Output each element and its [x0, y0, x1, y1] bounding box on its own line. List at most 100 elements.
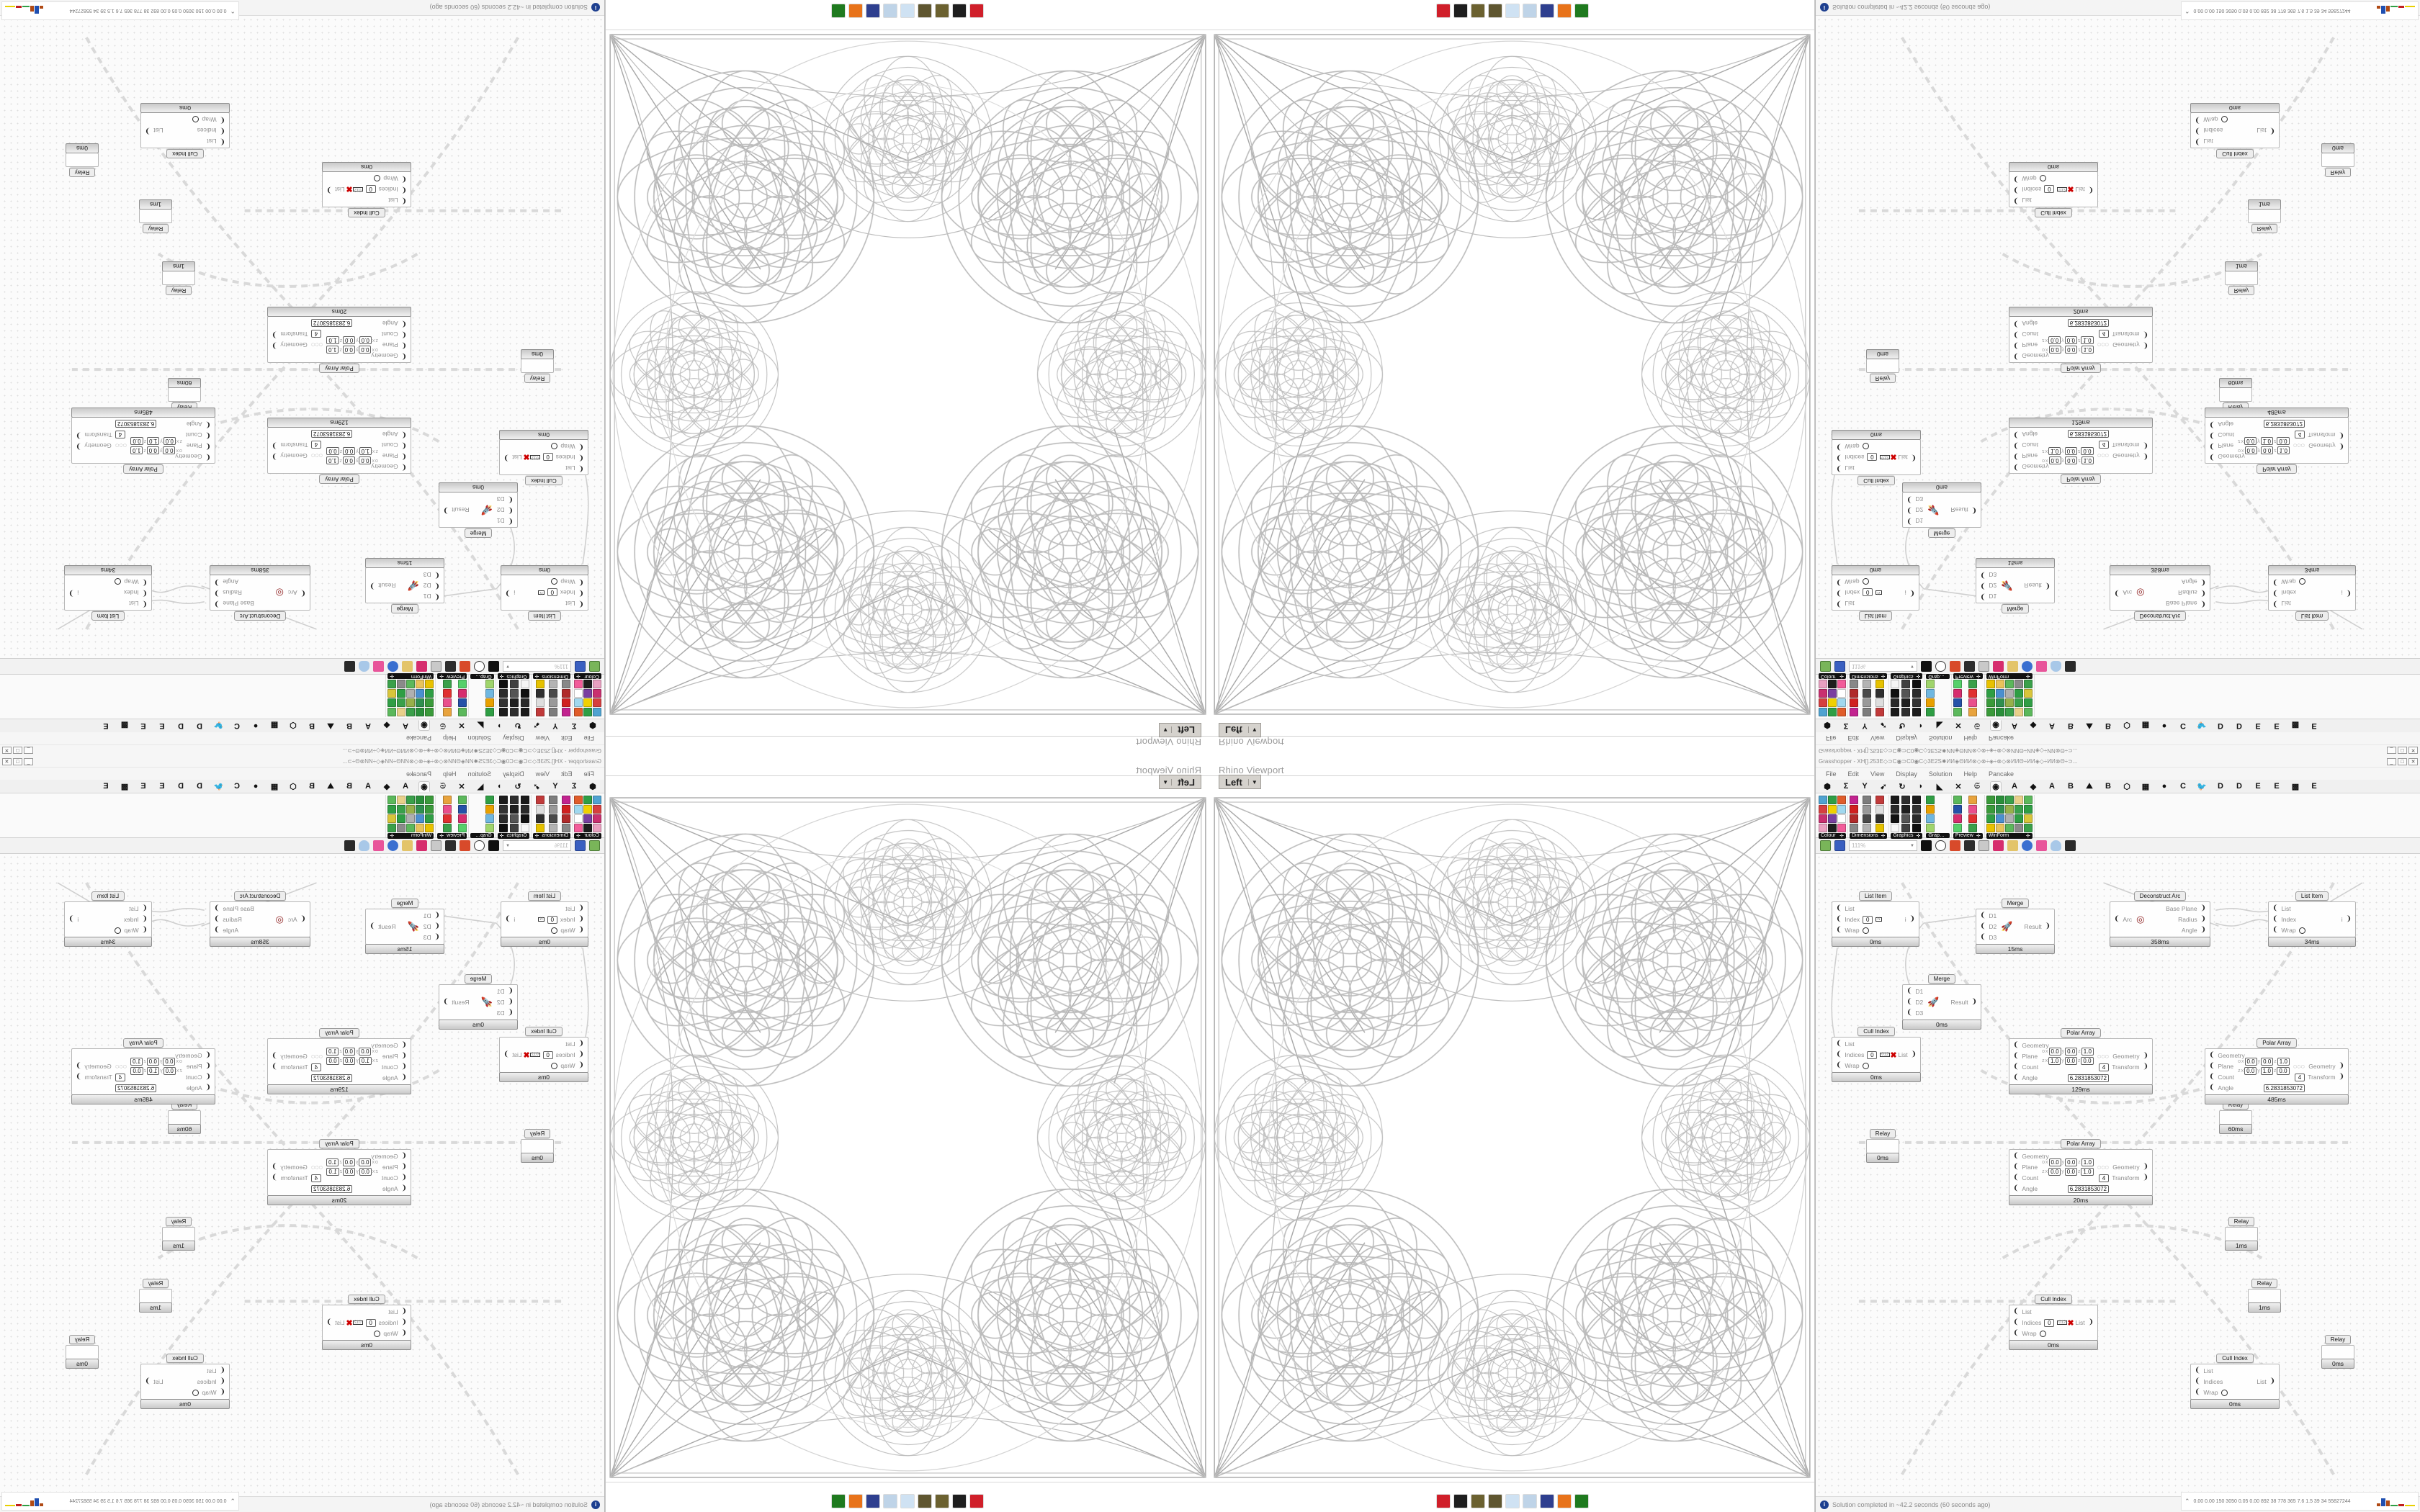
input-port-row[interactable]: ❨ List — [1836, 1040, 1897, 1048]
component-body[interactable]: ❨ List ❨ Index ❨ Wrap i ❩ — [64, 575, 152, 611]
zoom-level-input[interactable]: 111% ▼ — [1849, 661, 1917, 672]
input-port-row[interactable]: ❨ Count 4 — [311, 330, 407, 338]
search-icon[interactable] — [387, 661, 398, 672]
component-icon-1-5[interactable] — [1862, 698, 1871, 707]
input-port-row[interactable]: ❨ Wrap — [346, 1329, 407, 1338]
port-connector-icon[interactable]: ❨ — [2013, 1052, 2020, 1060]
input-port-row[interactable]: ❨ Arc — [288, 588, 306, 597]
component-icon-1-1[interactable] — [1850, 698, 1858, 707]
component-icon-4-3[interactable] — [458, 680, 467, 688]
viewport-name-combo[interactable]: Left ▼ — [1214, 721, 1261, 739]
component-icon-1-3[interactable] — [1850, 824, 1858, 832]
port-connector-icon[interactable]: ❨ — [400, 1174, 407, 1182]
component-icon-3-3[interactable] — [485, 824, 494, 832]
ribbon-group-label[interactable]: Colour ✛ — [574, 833, 601, 839]
component-icon-2-8[interactable] — [1912, 796, 1922, 804]
port-connector-icon[interactable]: ❩ — [2269, 1377, 2275, 1385]
component-timer-badge[interactable]: 60ms — [2219, 378, 2252, 388]
component-name-label[interactable]: List Item — [527, 611, 562, 621]
component-name-label[interactable]: Cull Index — [1857, 1027, 1895, 1036]
component-icon-0-2[interactable] — [593, 814, 601, 823]
input-port-row[interactable]: ❨ List — [523, 464, 584, 472]
surface-tab[interactable]: ◗ — [493, 721, 505, 732]
component-icon-3-1[interactable] — [485, 805, 494, 814]
component-icon-5-14[interactable] — [2014, 689, 2023, 698]
component-icon-5-11[interactable] — [406, 680, 416, 688]
ribbon-group-expand-icon[interactable]: ✛ — [534, 673, 539, 678]
gh-component-relay[interactable]: Relay 0ms — [521, 349, 554, 386]
component-icon-4-0[interactable] — [1953, 708, 1962, 716]
sets-tab[interactable]: Y — [550, 781, 561, 792]
port-connector-icon[interactable]: ❩ — [2142, 330, 2148, 338]
c-tab[interactable]: C — [2177, 781, 2189, 792]
port-connector-icon[interactable]: ❨ — [400, 352, 407, 360]
wrap-toggle-icon[interactable] — [192, 116, 200, 123]
port-connector-icon[interactable]: ❨ — [205, 1073, 211, 1081]
indices-value-field[interactable]: 0 — [365, 185, 376, 194]
indices-value-field[interactable]: 0 — [542, 453, 553, 462]
component-timer-badge[interactable]: 34ms — [2268, 565, 2356, 575]
output-port-row[interactable]: i ❩ — [505, 588, 515, 597]
plane-o-z-field[interactable]: 1.0 — [326, 456, 339, 464]
port-connector-icon[interactable]: ❨ — [205, 453, 211, 461]
input-port-row[interactable]: ❨ Indices — [2195, 126, 2228, 135]
component-icon-2-4[interactable] — [1901, 796, 1911, 804]
ribbon-group-label[interactable]: WinForm ✛ — [387, 673, 434, 679]
input-port-row[interactable]: ❨ Angle 6.2831853072 — [2013, 430, 2109, 438]
ribbon-group-expand-icon[interactable]: ✛ — [534, 834, 539, 839]
menu-item-help[interactable]: Help — [1963, 770, 1977, 778]
component-icon-0-3[interactable] — [593, 680, 601, 688]
canvas-toolbar[interactable]: 111% ▼ — [1816, 838, 2420, 854]
component-body[interactable]: ❨ Geometry ❨ Plane o x 0.0 y 0.0 z 1.0 z x 1.0 y 0.0 z 0.… — [2009, 427, 2153, 474]
component-icon-0-10[interactable] — [1837, 814, 1846, 823]
port-connector-icon[interactable]: ❩ — [2200, 589, 2206, 597]
port-connector-icon[interactable]: ❨ — [2013, 1152, 2020, 1160]
minimize-button[interactable]: _ — [24, 747, 33, 755]
component-body[interactable] — [521, 359, 554, 373]
port-connector-icon[interactable]: ❨ — [1906, 495, 1913, 503]
component-icon-5-0[interactable] — [1986, 708, 1995, 716]
input-port-row[interactable]: ❨ Arc — [2114, 915, 2132, 924]
input-port-row[interactable]: ❨ List — [2013, 196, 2074, 204]
output-port-row[interactable]: Transform ❩ — [2112, 330, 2148, 338]
gh-component-polar-array[interactable]: Polar Array ❨ Geometry ❨ Plane o x 0.0 y 0.0 z 1.0 z… — [2205, 1035, 2349, 1104]
angle-field[interactable]: 6.2831853072 — [115, 1084, 157, 1092]
menu-item-file[interactable]: File — [1826, 770, 1837, 778]
save-icon[interactable] — [1834, 661, 1845, 672]
input-port-row[interactable]: ❨ Wrap — [346, 174, 407, 183]
notepad-icon[interactable] — [1505, 4, 1520, 18]
bulb-icon[interactable] — [359, 661, 369, 672]
gh-component-deconstruct-arc[interactable]: Deconstruct Arc ❨ Arc ◎ Base Plane ❩ Radius ❩ An… — [210, 888, 310, 947]
minimize-button[interactable]: _ — [2387, 747, 2396, 755]
component-body[interactable]: ❨ D1 ❨ D2 ❨ D3 🚀 Result ❩ — [439, 492, 518, 528]
component-name-label[interactable]: Relay — [68, 168, 96, 177]
c-tab[interactable]: C — [231, 781, 243, 792]
component-icon-0-2[interactable] — [1819, 814, 1827, 823]
port-connector-icon[interactable]: ❨ — [205, 431, 211, 439]
component-timer-badge[interactable]: 0ms — [322, 1340, 411, 1350]
wrap-toggle-icon[interactable] — [1862, 927, 1869, 934]
minimize-button[interactable]: _ — [2387, 757, 2396, 765]
component-body[interactable] — [2321, 153, 2354, 167]
at-icon[interactable] — [1978, 840, 1989, 851]
save-icon[interactable] — [575, 661, 586, 672]
ribbon-group-expand-icon[interactable]: ✛ — [1839, 834, 1844, 839]
component-icon-2-6[interactable] — [1901, 689, 1911, 698]
port-connector-icon[interactable]: ❨ — [578, 915, 584, 923]
component-body[interactable]: ❨ List ❨ Index 0 N ❨ Wrap i ❩ — [1832, 901, 1919, 937]
component-name-label[interactable]: Polar Array — [319, 1139, 359, 1148]
input-port-row[interactable]: ❨ List — [538, 599, 584, 608]
component-icon-5-19[interactable] — [2023, 824, 2033, 832]
component-icon-5-12[interactable] — [2014, 796, 2023, 804]
ribbon-group-label[interactable]: Graphics ✛ — [1891, 833, 1923, 839]
component-timer-badge[interactable]: 358ms — [210, 565, 310, 575]
plane-o-z-field[interactable]: 1.0 — [326, 346, 339, 354]
input-port-row[interactable]: ❨ Indices 0 012 ✖ — [1836, 1050, 1897, 1060]
terminal-icon[interactable] — [1574, 1494, 1589, 1508]
output-port-row[interactable]: Geometry ❩ — [2112, 1163, 2148, 1171]
component-icon-5-16[interactable] — [387, 708, 397, 716]
gh-component-deconstruct-arc[interactable]: Deconstruct Arc ❨ Arc ◎ Base Plane ❩ Radius ❩ An… — [2110, 565, 2210, 624]
gh-component-list-item[interactable]: List Item ❨ List ❨ Index ❨ Wrap i ❩ 34ms — [2268, 565, 2356, 624]
port-connector-icon[interactable]: ❨ — [205, 442, 211, 450]
port-connector-icon[interactable]: ❨ — [2195, 116, 2201, 124]
